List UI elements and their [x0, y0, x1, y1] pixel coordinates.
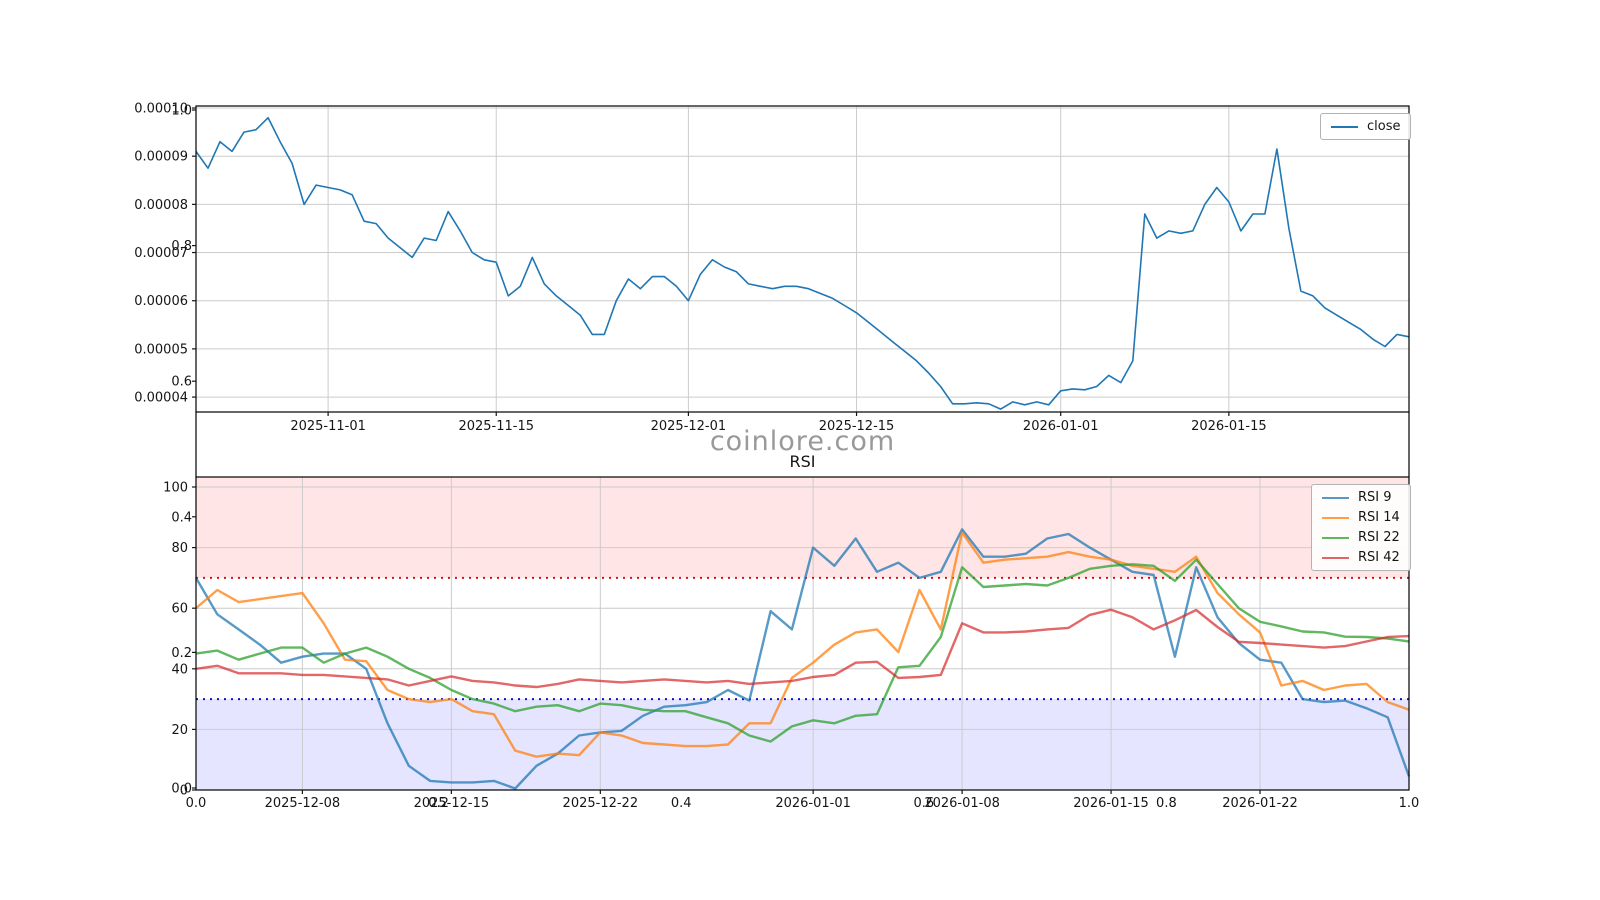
hidden-ytick-label: 1.0 [171, 104, 192, 119]
legend-item: RSI 22 [1322, 530, 1400, 545]
ytick-label: 0.00008 [134, 198, 188, 213]
hidden-xtick-label: 0.8 [1156, 796, 1177, 811]
panel-border [195, 476, 1410, 791]
legend-item: RSI 9 [1322, 490, 1400, 505]
xtick-label: 2026-01-15 [1191, 419, 1267, 434]
ytick-label: 0.00004 [134, 391, 188, 406]
xtick-label: 2026-01-15 [1073, 796, 1149, 811]
hidden-ytick-label: 0.8 [171, 239, 192, 254]
legend-item: close [1331, 119, 1400, 134]
ytick-label: 0 [180, 784, 188, 799]
legend-line-sample [1322, 496, 1349, 499]
xtick-label: 2025-12-22 [563, 796, 639, 811]
hidden-xtick-label: 0.6 [913, 796, 934, 811]
legend-line-sample [1322, 536, 1349, 539]
series-line-rsi-22 [195, 558, 1410, 743]
series-line-close [195, 116, 1410, 410]
hidden-ytick-label: 0.4 [171, 510, 192, 525]
oversold-zone [196, 699, 1409, 790]
legend-item: RSI 14 [1322, 510, 1400, 525]
rsi-panel-title: RSI [789, 452, 816, 471]
hidden-ytick-label: 0.2 [171, 646, 192, 661]
legend-line-sample [1331, 125, 1358, 128]
xtick-label: 2025-11-01 [290, 419, 366, 434]
hidden-xtick-label: 0.0 [186, 796, 207, 811]
hidden-ytick-label: 0.0 [171, 782, 192, 797]
ytick-label: 20 [171, 723, 188, 738]
xtick-label: 2026-01-01 [775, 796, 851, 811]
ytick-label: 0.00007 [134, 246, 188, 261]
ytick-label: 0.00010 [134, 102, 188, 117]
series-line-rsi-14 [195, 531, 1410, 758]
legend-line-sample [1322, 516, 1349, 519]
legend-label: close [1367, 119, 1401, 134]
xtick-label: 2026-01-08 [924, 796, 1000, 811]
legend-label: RSI 22 [1358, 530, 1400, 545]
legend-close: close [1320, 113, 1412, 140]
xtick-label: 2025-12-15 [414, 796, 490, 811]
xtick-label: 2025-12-08 [265, 796, 341, 811]
ytick-label: 80 [171, 541, 188, 556]
xtick-label: 2026-01-01 [1023, 419, 1099, 434]
legend-label: RSI 14 [1358, 510, 1400, 525]
legend-line-sample [1322, 556, 1349, 559]
legend-label: RSI 42 [1358, 550, 1400, 565]
hidden-ytick-label: 0.6 [171, 375, 192, 390]
ytick-label: 0.00005 [134, 342, 188, 357]
overbought-zone [196, 477, 1409, 578]
ytick-label: 0.00006 [134, 294, 188, 309]
series-line-rsi-42 [195, 608, 1410, 689]
series-line-rsi-9 [194, 528, 1411, 790]
panel-border [195, 105, 1410, 413]
xtick-label: 2025-12-15 [819, 419, 895, 434]
xtick-label: 2025-11-15 [458, 419, 534, 434]
legend-rsi: RSI 9 RSI 14 RSI 22 RSI 42 [1311, 484, 1411, 571]
legend-item: RSI 42 [1322, 550, 1400, 565]
ytick-label: 100 [163, 480, 188, 495]
legend-label: RSI 9 [1358, 490, 1392, 505]
xtick-label: 2025-12-01 [651, 419, 727, 434]
ytick-label: 60 [171, 602, 188, 617]
ytick-label: 0.00009 [134, 150, 188, 165]
xtick-label: 2026-01-22 [1222, 796, 1298, 811]
ytick-label: 40 [171, 662, 188, 677]
hidden-xtick-label: 0.4 [671, 796, 692, 811]
hidden-xtick-label: 1.0 [1399, 796, 1420, 811]
hidden-xtick-label: 0.2 [428, 796, 449, 811]
